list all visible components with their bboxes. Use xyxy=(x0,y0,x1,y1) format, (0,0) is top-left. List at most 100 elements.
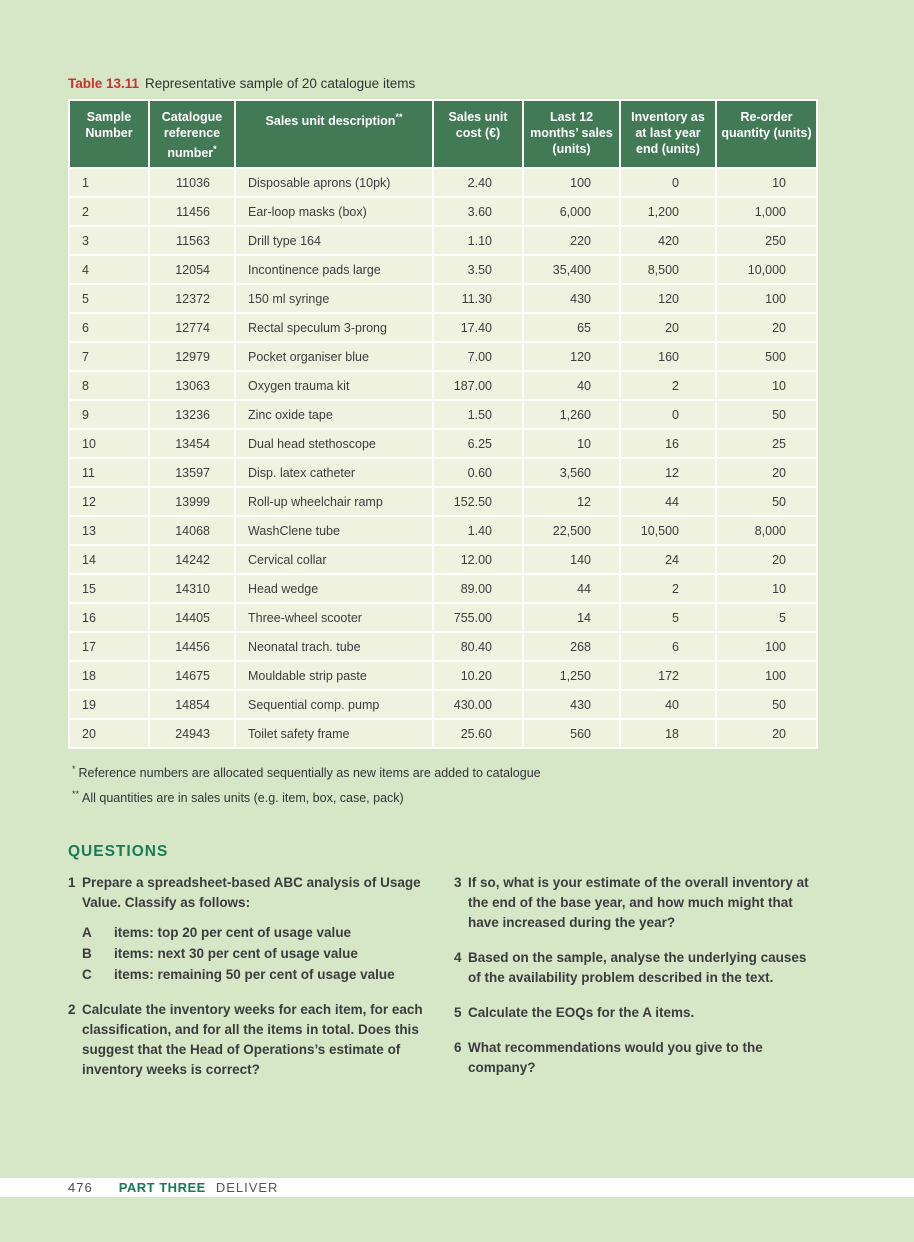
table-row: 12 13999 Roll-up wheelchair ramp 152.50 12 44… xyxy=(70,488,816,516)
table-cell: 100 xyxy=(524,169,619,197)
column-header: Sales unit cost (€) xyxy=(434,101,522,168)
table-cell: 11.30 xyxy=(434,285,522,313)
table-cell: 19 xyxy=(70,691,148,719)
table-cell: WashClene tube xyxy=(236,517,432,545)
question-text: What recommendations would you give to t… xyxy=(468,1040,763,1075)
table-cell: 89.00 xyxy=(434,575,522,603)
table-row: 18 14675 Mouldable strip paste 10.20 1,250 17… xyxy=(70,662,816,690)
table-row: 4 12054 Incontinence pads large 3.50 35,400 8… xyxy=(70,256,816,284)
table-cell: 20 xyxy=(70,720,148,748)
table-cell: 13999 xyxy=(150,488,234,516)
table-row: 10 13454 Dual head stethoscope 6.25 10 16 25 xyxy=(70,430,816,458)
table-cell: 11563 xyxy=(150,227,234,255)
column-header: Sample Number xyxy=(70,101,148,168)
table-cell: 6,000 xyxy=(524,198,619,226)
table-cell: 14 xyxy=(524,604,619,632)
table-header-row: Sample Number Catalogue reference number*… xyxy=(70,101,816,168)
table-cell: 10.20 xyxy=(434,662,522,690)
table-cell: 16 xyxy=(70,604,148,632)
table-cell: 1.40 xyxy=(434,517,522,545)
table-cell: 0 xyxy=(621,401,715,429)
table-cell: 65 xyxy=(524,314,619,342)
table-cell: 24 xyxy=(621,546,715,574)
table-cell: 10 xyxy=(524,430,619,458)
table-cell: 3 xyxy=(70,227,148,255)
table-cell: 6 xyxy=(70,314,148,342)
catalogue-items-table: Sample Number Catalogue reference number*… xyxy=(68,99,818,750)
table-cell: Mouldable strip paste xyxy=(236,662,432,690)
table-cell: 7.00 xyxy=(434,343,522,371)
table-cell: 10 xyxy=(70,430,148,458)
table-cell: 12979 xyxy=(150,343,234,371)
table-cell: 24943 xyxy=(150,720,234,748)
table-cell: 268 xyxy=(524,633,619,661)
table-cell: Ear-loop masks (box) xyxy=(236,198,432,226)
table-cell: 17.40 xyxy=(434,314,522,342)
table-cell: 13454 xyxy=(150,430,234,458)
table-title-text: Representative sample of 20 catalogue it… xyxy=(145,76,416,91)
table-cell: 140 xyxy=(524,546,619,574)
question-text: Calculate the EOQs for the A items. xyxy=(468,1005,695,1020)
table-cell: 3.50 xyxy=(434,256,522,284)
table-cell: 560 xyxy=(524,720,619,748)
table-cell: 15 xyxy=(70,575,148,603)
table-cell: 3.60 xyxy=(434,198,522,226)
table-cell: 14310 xyxy=(150,575,234,603)
table-cell: 20 xyxy=(717,314,816,342)
table-cell: 11456 xyxy=(150,198,234,226)
table-cell: 172 xyxy=(621,662,715,690)
questions-columns: 1 Prepare a spreadsheet-based ABC analysi… xyxy=(68,873,818,1095)
table-cell: Rectal speculum 3-prong xyxy=(236,314,432,342)
table-cell: 7 xyxy=(70,343,148,371)
table-block: Table 13.11 Representative sample of 20 c… xyxy=(68,76,820,809)
questions-column-right: 3 If so, what is your estimate of the ove… xyxy=(454,873,818,1095)
column-header: Inventory as at last year end (units) xyxy=(621,101,715,168)
subitem-letter: A xyxy=(82,925,92,940)
table-cell: 500 xyxy=(717,343,816,371)
table-cell: 1 xyxy=(70,169,148,197)
table-cell: Head wedge xyxy=(236,575,432,603)
subitem-text: items: next 30 per cent of usage value xyxy=(114,946,358,961)
question-text: If so, what is your estimate of the over… xyxy=(468,875,809,930)
table-cell: 2 xyxy=(621,575,715,603)
table-cell: 10 xyxy=(717,372,816,400)
table-cell: 100 xyxy=(717,633,816,661)
question-number: 6 xyxy=(454,1040,462,1055)
question-text: Calculate the inventory weeks for each i… xyxy=(82,1002,423,1077)
table-row: 13 14068 WashClene tube 1.40 22,500 10,500 8,0… xyxy=(70,517,816,545)
table-cell: Pocket organiser blue xyxy=(236,343,432,371)
table-cell: Roll-up wheelchair ramp xyxy=(236,488,432,516)
table-row: 2 11456 Ear-loop masks (box) 3.60 6,000 1,200… xyxy=(70,198,816,226)
table-row: 11 13597 Disp. latex catheter 0.60 3,560 12 20 xyxy=(70,459,816,487)
table-cell: 120 xyxy=(621,285,715,313)
table-cell: 11036 xyxy=(150,169,234,197)
table-cell: 25.60 xyxy=(434,720,522,748)
table-cell: 12054 xyxy=(150,256,234,284)
table-cell: 152.50 xyxy=(434,488,522,516)
table-cell: Neonatal trach. tube xyxy=(236,633,432,661)
table-cell: 250 xyxy=(717,227,816,255)
question-number: 3 xyxy=(454,875,462,890)
table-cell: 44 xyxy=(621,488,715,516)
table-cell: 17 xyxy=(70,633,148,661)
table-cell: 5 xyxy=(70,285,148,313)
question-text: Based on the sample, analyse the underly… xyxy=(468,950,807,985)
table-cell: 120 xyxy=(524,343,619,371)
table-cell: 0 xyxy=(621,169,715,197)
page-number: 476 xyxy=(68,1180,93,1195)
table-cell: 18 xyxy=(70,662,148,690)
table-row: 8 13063 Oxygen trauma kit 187.00 40 2 10 xyxy=(70,372,816,400)
table-footnote: ** All quantities are in sales units (e.g… xyxy=(72,789,404,806)
table-cell: 14675 xyxy=(150,662,234,690)
question-1: 1 Prepare a spreadsheet-based ABC analysi… xyxy=(68,873,440,985)
questions-heading: QUESTIONS xyxy=(68,843,169,860)
question-number: 4 xyxy=(454,950,462,965)
table-cell: 4 xyxy=(70,256,148,284)
table-cell: 2 xyxy=(70,198,148,226)
table-cell: 13236 xyxy=(150,401,234,429)
table-cell: 0.60 xyxy=(434,459,522,487)
table-cell: 12372 xyxy=(150,285,234,313)
table-cell: 50 xyxy=(717,691,816,719)
